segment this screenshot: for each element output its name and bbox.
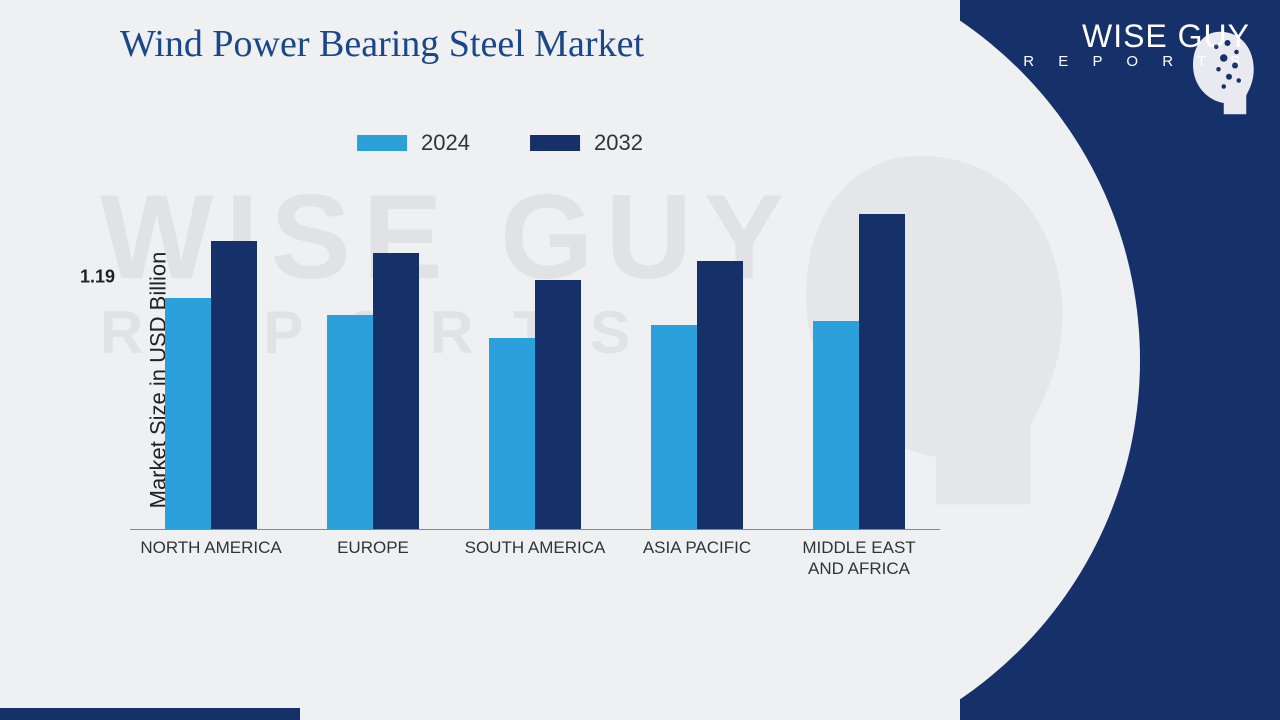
category-label: ASIA PACIFIC bbox=[622, 529, 772, 558]
bar-2032 bbox=[373, 253, 419, 529]
plot-region: 1.19 NORTH AMERICAEUROPESOUTH AMERICAASI… bbox=[130, 140, 940, 530]
brand-logo: WISE GUY R E P O R T S bbox=[1023, 18, 1250, 70]
canvas: WISE GUY REPORTS Wind Power Bearing Stee… bbox=[0, 0, 1280, 720]
bar-2024 bbox=[165, 298, 211, 529]
bar-2024 bbox=[651, 325, 697, 529]
bar-group: ASIA PACIFIC bbox=[622, 140, 772, 529]
category-label: EUROPE bbox=[298, 529, 448, 558]
bar-2024 bbox=[813, 321, 859, 529]
bar-2032 bbox=[697, 261, 743, 529]
brand-head-icon bbox=[1180, 28, 1260, 118]
chart-area: Market Size in USD Billion 2024 2032 1.1… bbox=[60, 140, 940, 620]
bar-2032 bbox=[535, 280, 581, 529]
bar-2032 bbox=[211, 241, 257, 529]
bar-groups: NORTH AMERICAEUROPESOUTH AMERICAASIA PAC… bbox=[130, 140, 940, 529]
bar-2024 bbox=[327, 315, 373, 529]
bar-group: NORTH AMERICA bbox=[136, 140, 286, 529]
bar-group: EUROPE bbox=[298, 140, 448, 529]
bar-group: MIDDLE EAST AND AFRICA bbox=[784, 140, 934, 529]
bottom-accent-bar bbox=[0, 708, 300, 720]
bar-2024 bbox=[489, 338, 535, 529]
category-label: MIDDLE EAST AND AFRICA bbox=[784, 529, 934, 580]
bar-2032 bbox=[859, 214, 905, 529]
bar-group: SOUTH AMERICA bbox=[460, 140, 610, 529]
chart-title: Wind Power Bearing Steel Market bbox=[120, 22, 644, 66]
category-label: NORTH AMERICA bbox=[136, 529, 286, 558]
y-tick-label: 1.19 bbox=[80, 266, 115, 287]
category-label: SOUTH AMERICA bbox=[460, 529, 610, 558]
